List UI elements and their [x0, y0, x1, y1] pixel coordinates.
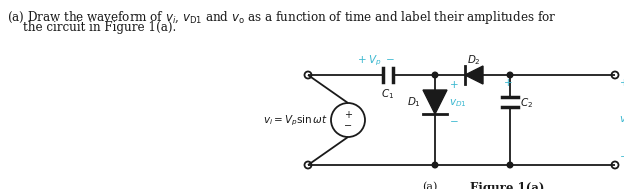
Polygon shape — [465, 66, 483, 84]
Text: −: − — [344, 121, 352, 131]
Text: $+$: $+$ — [619, 77, 624, 88]
Text: $+$: $+$ — [449, 80, 459, 91]
Text: (a) Draw the waveform of $\mathit{v}_\mathit{i}$, $\mathit{v}_\mathrm{D1}$ and $: (a) Draw the waveform of $\mathit{v}_\ma… — [7, 9, 557, 26]
Circle shape — [507, 162, 513, 168]
Text: $v_O = 2V_p$: $v_O = 2V_p$ — [619, 113, 624, 127]
Text: +: + — [344, 110, 352, 120]
Circle shape — [432, 72, 438, 78]
Text: $C_1$: $C_1$ — [381, 87, 394, 101]
Text: $C_2$: $C_2$ — [520, 96, 533, 110]
Text: $v_i = V_p \sin \omega t$: $v_i = V_p \sin \omega t$ — [263, 114, 328, 128]
Text: $-$: $-$ — [449, 115, 459, 125]
Text: $v_{D1}$: $v_{D1}$ — [449, 97, 467, 109]
Text: $D_2$: $D_2$ — [467, 53, 481, 67]
Text: $D_1$: $D_1$ — [407, 95, 421, 109]
Text: $+$: $+$ — [503, 77, 513, 88]
Circle shape — [432, 162, 438, 168]
Text: $+\;V_p\;-$: $+\;V_p\;-$ — [357, 54, 395, 68]
Text: (a): (a) — [422, 182, 437, 189]
Text: the circuit in Figure 1(a).: the circuit in Figure 1(a). — [23, 21, 176, 34]
Polygon shape — [423, 90, 447, 114]
Text: $-$: $-$ — [619, 150, 624, 160]
Circle shape — [507, 72, 513, 78]
Text: Figure 1(a): Figure 1(a) — [470, 182, 544, 189]
